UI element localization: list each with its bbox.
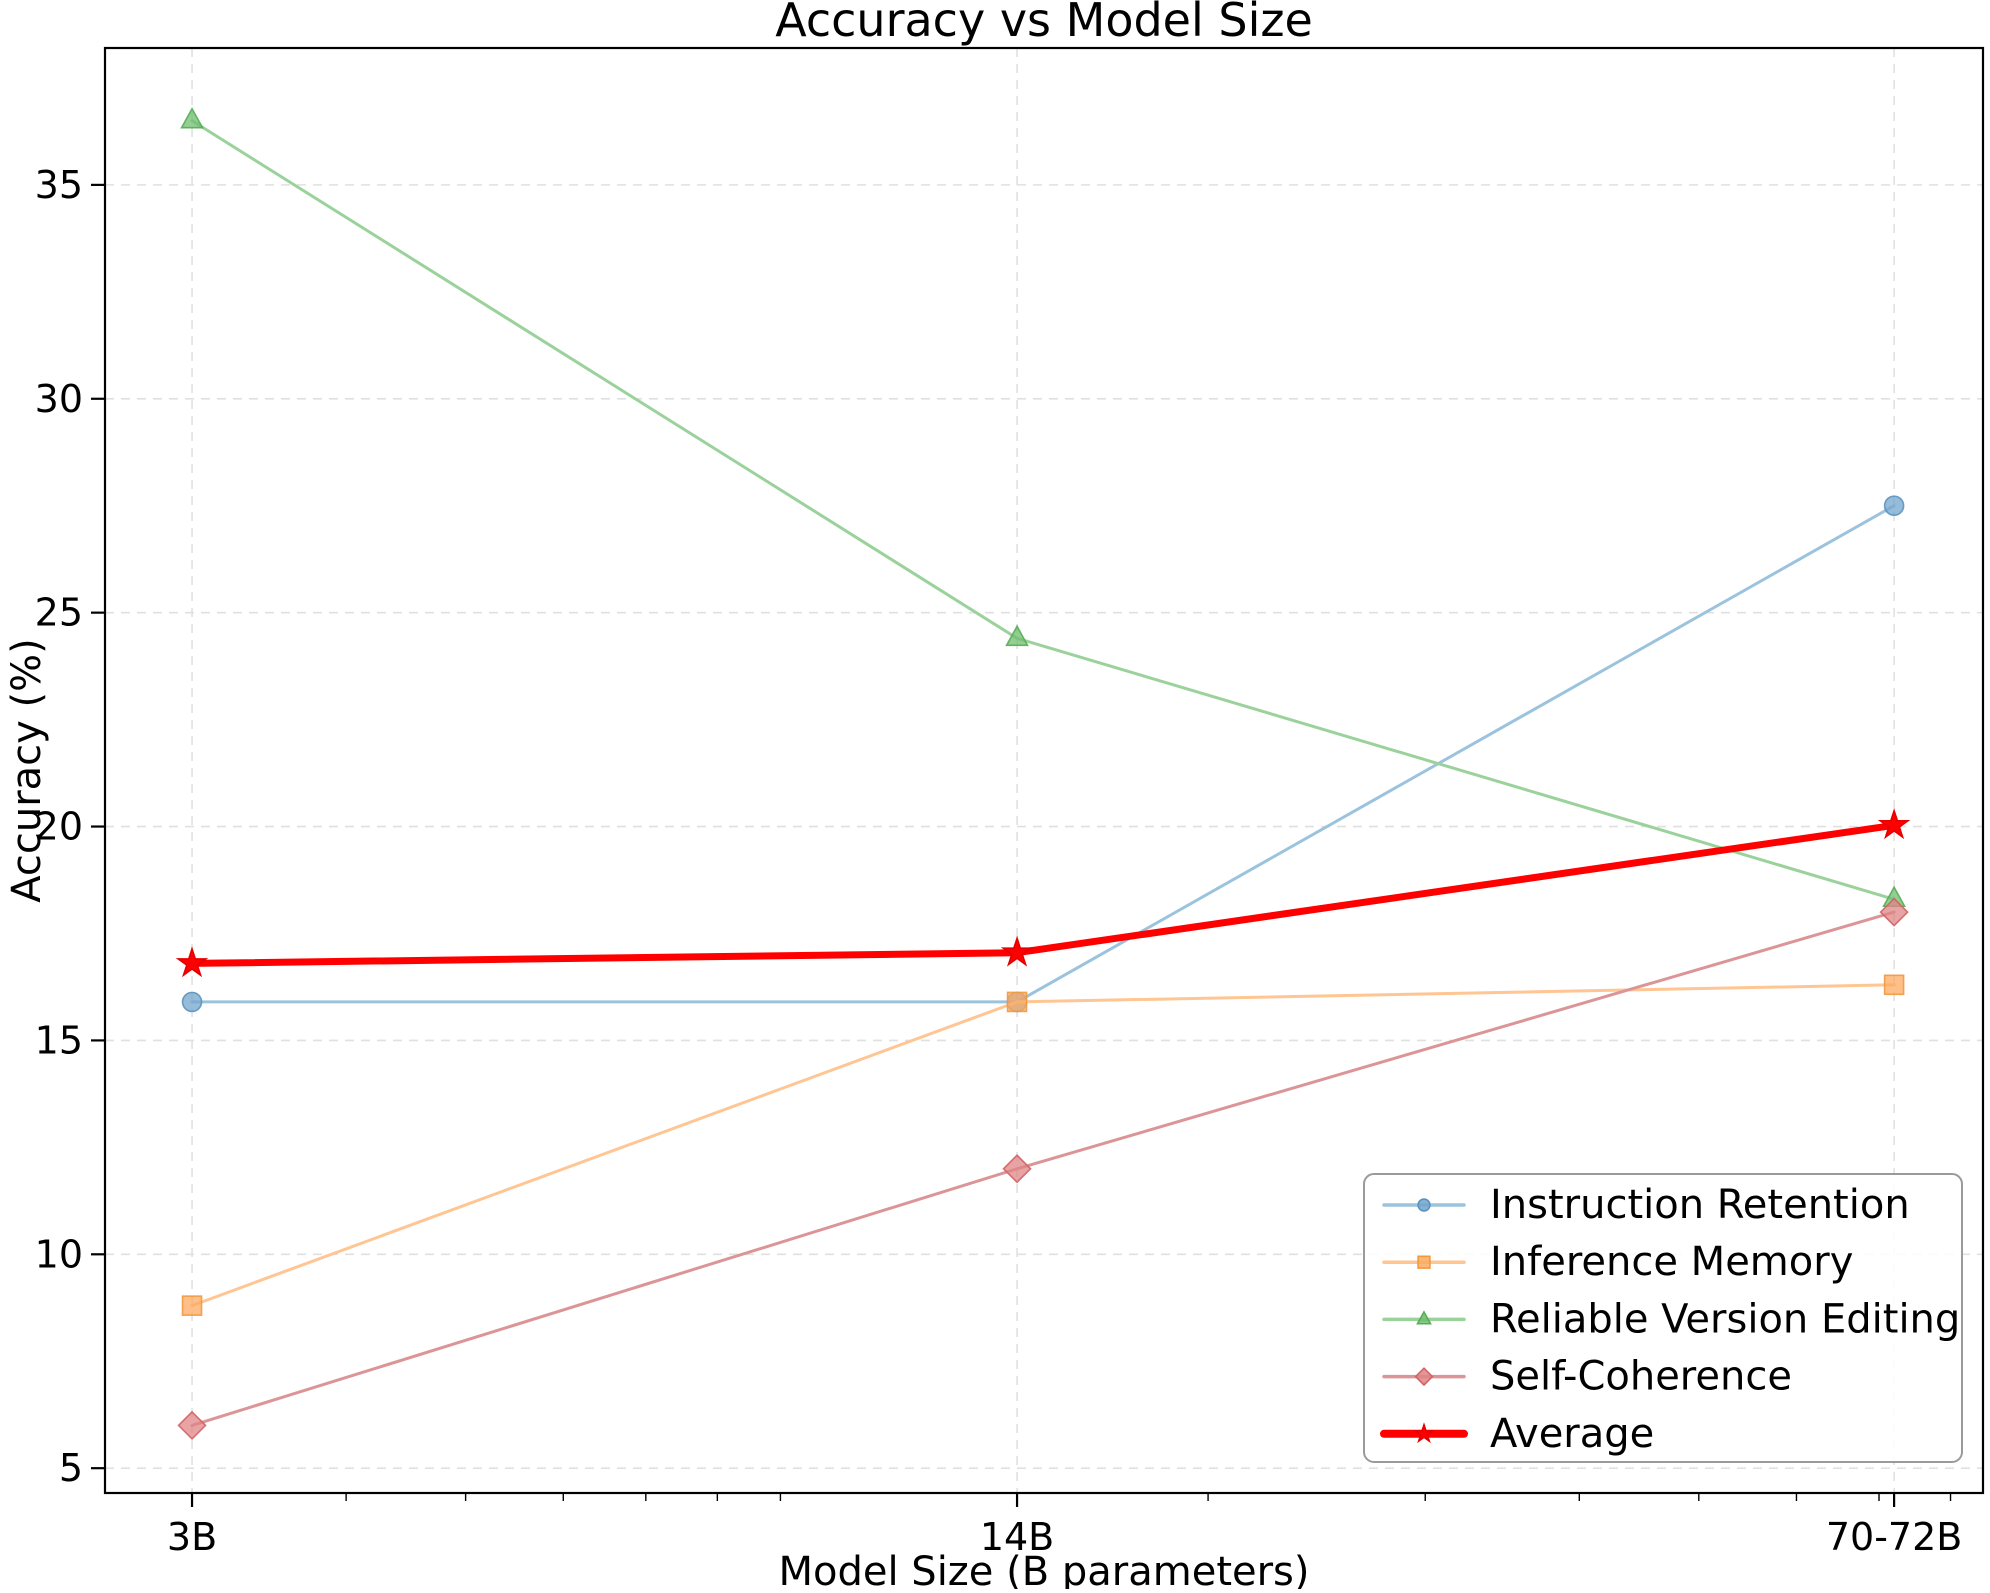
y-tick-label: 25 [35,591,83,635]
legend: Instruction Retention Inference Memory Rel… [1363,1173,1963,1463]
average-point-14b [1000,935,1034,967]
legend-label: Inference Memory [1490,1239,1853,1285]
self-coherence-point-3b [177,1410,207,1441]
self-coherence-point-70-72b [1879,897,1909,927]
y-tick-label: 30 [35,377,83,421]
inference-memory-point-3b [181,1295,203,1316]
legend-box [1363,1173,1963,1463]
axis-ticks [91,183,1952,1507]
inference-memory-point-70-72b [1883,974,1905,996]
triangle-marker-icon [1416,1310,1432,1325]
series-instruction-retention [181,495,1905,1013]
legend-item-reliable-version-editing: Reliable Version Editing [1382,1296,1960,1342]
reliable-version-editing-point-14b [1005,624,1029,647]
average-point-3b [175,946,209,978]
circle-marker-icon [1417,1198,1431,1212]
inference-memory-point-14b [1006,991,1028,1013]
series-average [175,808,1911,978]
series-reliable-version-editing [180,107,1906,908]
chart-title: Accuracy vs Model Size [775,0,1313,47]
instruction-retention-point-3b [181,991,203,1013]
legend-item-inference-memory: Inference Memory [1382,1239,1853,1285]
diamond-marker-icon [1414,1367,1434,1387]
legend-item-self-coherence: Self-Coherence [1382,1354,1792,1400]
y-tick-label: 20 [35,805,83,849]
series-line-reliable-version-editing [190,119,1896,901]
legend-label: Reliable Version Editing [1490,1296,1960,1342]
instruction-retention-point-70-72b [1883,495,1905,517]
series-line-instruction-retention [190,504,1896,1004]
reliable-version-editing-point-3b [180,107,204,129]
legend-label: Instruction Retention [1490,1182,1910,1228]
series-self-coherence [177,897,1909,1441]
star-marker-icon [1413,1422,1435,1444]
legend-label: Average [1490,1411,1654,1457]
x-tick-label: 70-72B [1826,1515,1963,1559]
x-tick-label: 14B [980,1515,1054,1559]
legend-label: Self-Coherence [1490,1354,1792,1400]
legend-item-instruction-retention: Instruction Retention [1382,1182,1910,1228]
square-marker-icon [1417,1255,1431,1269]
series-inference-memory [181,974,1905,1316]
legend-item-average: Average [1380,1411,1654,1457]
self-coherence-point-14b [1002,1154,1032,1184]
y-tick-label: 15 [35,1018,83,1062]
x-tick-label: 3B [167,1515,217,1559]
y-tick-label: 35 [35,163,83,207]
average-point-70-72b [1877,808,1911,840]
axis-tick-labels: 5 10 15 20 25 30 35 3B 14B 70-72B [35,163,1963,1559]
y-tick-label: 10 [35,1232,83,1276]
y-tick-label: 5 [59,1446,83,1490]
plot-frame [103,46,1985,1495]
y-axis-label: Accuracy (%) [4,638,50,903]
series-line-average [188,821,1898,967]
x-axis-label: Model Size (B parameters) [778,1549,1309,1589]
